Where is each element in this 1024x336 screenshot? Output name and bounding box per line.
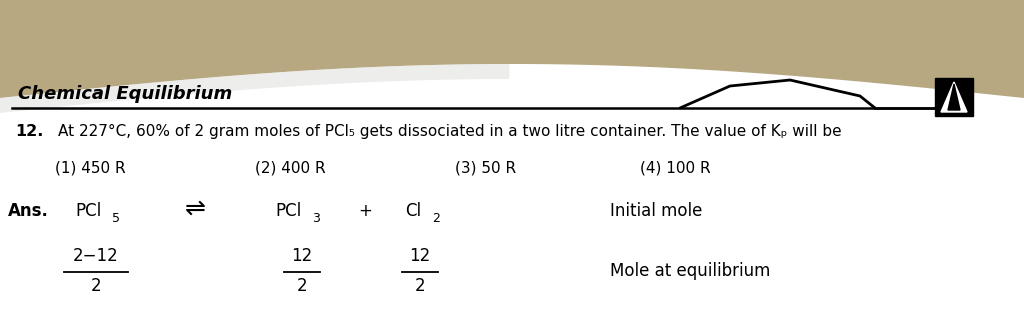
Text: (1) 450 R: (1) 450 R bbox=[55, 161, 126, 175]
Text: 12: 12 bbox=[410, 247, 431, 265]
Text: 5: 5 bbox=[112, 211, 120, 224]
Text: ⇌: ⇌ bbox=[184, 197, 206, 221]
Text: Ans.: Ans. bbox=[8, 202, 49, 220]
Polygon shape bbox=[0, 64, 1024, 336]
Text: 2: 2 bbox=[297, 277, 307, 295]
Text: (2) 400 R: (2) 400 R bbox=[255, 161, 326, 175]
Text: +: + bbox=[358, 202, 372, 220]
Text: Cl: Cl bbox=[406, 202, 421, 220]
Text: PCl: PCl bbox=[275, 202, 301, 220]
Text: 2: 2 bbox=[432, 211, 440, 224]
Text: Chemical Equilibrium: Chemical Equilibrium bbox=[18, 85, 232, 103]
Text: 3: 3 bbox=[312, 211, 319, 224]
Text: (3) 50 R: (3) 50 R bbox=[455, 161, 516, 175]
Text: 2: 2 bbox=[415, 277, 425, 295]
Polygon shape bbox=[0, 64, 509, 113]
Text: PCl: PCl bbox=[75, 202, 101, 220]
Text: 12: 12 bbox=[292, 247, 312, 265]
Text: 2: 2 bbox=[91, 277, 101, 295]
Text: (4) 100 R: (4) 100 R bbox=[640, 161, 711, 175]
Polygon shape bbox=[941, 82, 967, 112]
Text: Initial mole: Initial mole bbox=[610, 202, 702, 220]
Polygon shape bbox=[948, 84, 961, 110]
Text: 12.: 12. bbox=[15, 124, 43, 138]
Bar bbox=[935, 78, 973, 116]
Text: Mole at equilibrium: Mole at equilibrium bbox=[610, 262, 770, 281]
Text: At 227°C, 60% of 2 gram moles of PCl₅ gets dissociated in a two litre container.: At 227°C, 60% of 2 gram moles of PCl₅ ge… bbox=[58, 124, 842, 138]
Text: 2−12: 2−12 bbox=[73, 247, 119, 265]
